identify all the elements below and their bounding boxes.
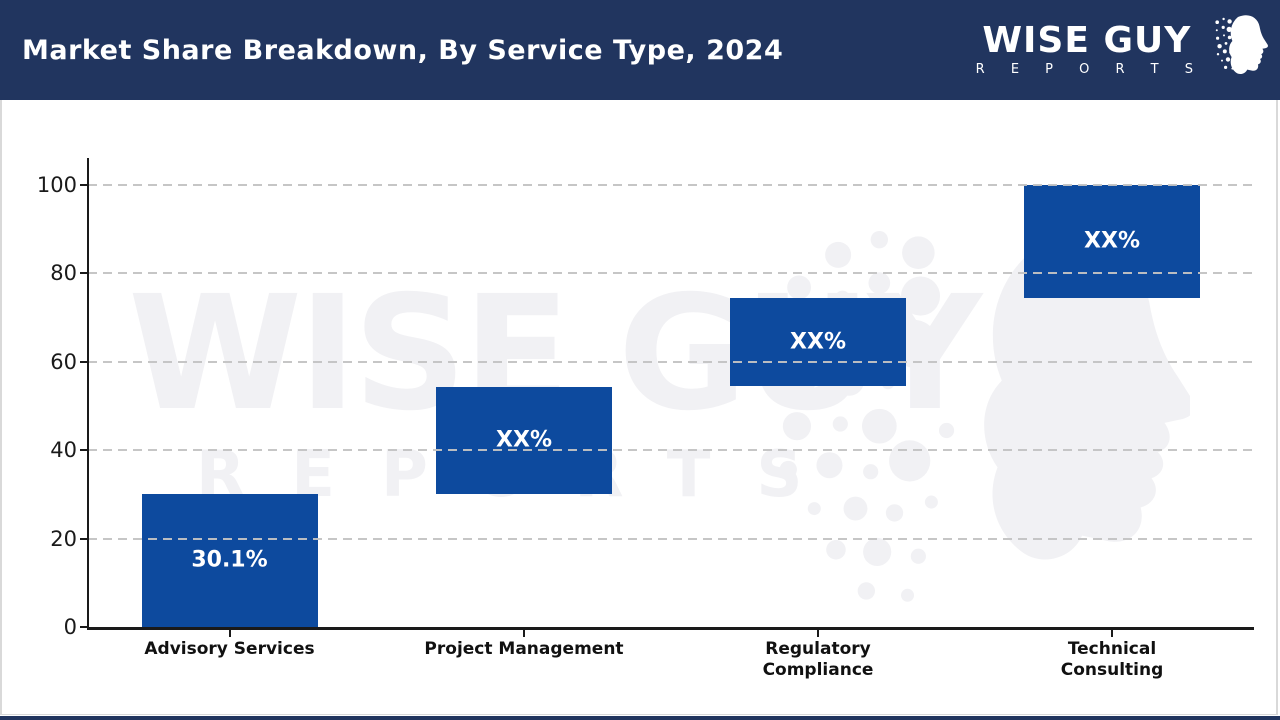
- y-tick-80: [80, 272, 87, 275]
- category-label-technical-consulting: Technical Consulting: [1060, 639, 1164, 680]
- logo-head-icon: [1215, 15, 1268, 74]
- y-tick-40: [80, 449, 87, 452]
- y-tick-0: [80, 626, 87, 628]
- bar-value-label-technical-consulting: XX%: [1084, 228, 1140, 254]
- category-label-advisory-services: Advisory Services: [144, 639, 315, 659]
- x-axis-line: [87, 627, 1254, 630]
- logo-subtitle: R E P O R T S: [975, 62, 1204, 77]
- bar-project-management: [436, 386, 612, 494]
- x-tick-regulatory-compliance: [817, 629, 819, 637]
- y-tick-label-60: 60: [50, 349, 77, 374]
- category-label-regulatory-compliance: Regulatory Compliance: [762, 639, 874, 680]
- y-tick-label-40: 40: [50, 438, 77, 463]
- x-tick-technical-consulting: [1111, 629, 1113, 637]
- footer-accent-bar: [0, 716, 1280, 720]
- gridline-40: [88, 449, 1254, 452]
- bar-advisory-services: [141, 493, 318, 627]
- y-tick-20: [80, 537, 87, 540]
- y-tick-label-0: 0: [63, 615, 77, 639]
- wise-guy-logo: WISE GUY R E P O R T S: [970, 8, 1270, 92]
- x-tick-advisory-services: [228, 629, 231, 637]
- x-tick-project-management: [523, 629, 525, 637]
- logo-text: WISE GUY R E P O R T S: [970, 20, 1204, 78]
- gridline-80: [88, 272, 1254, 275]
- category-label-project-management: Project Management: [424, 639, 624, 659]
- y-tick-label-20: 20: [50, 526, 77, 551]
- y-tick-label-80: 80: [50, 261, 77, 286]
- bar-technical-consulting: [1024, 185, 1200, 298]
- gridline-60: [88, 360, 1254, 363]
- page-title: Market Share Breakdown, By Service Type,…: [22, 34, 784, 66]
- bar-value-label-regulatory-compliance: XX%: [790, 329, 846, 355]
- y-axis-line: [87, 158, 89, 629]
- bar-value-label-project-management: XX%: [496, 427, 552, 453]
- gridline-20: [88, 537, 1254, 540]
- header-bar: Market Share Breakdown, By Service Type,…: [0, 0, 1280, 100]
- y-tick-100: [80, 184, 87, 186]
- y-tick-60: [80, 360, 87, 363]
- bar-regulatory-compliance: [730, 297, 906, 387]
- bar-value-label-advisory-services: 30.1%: [191, 547, 268, 573]
- logo-name: WISE GUY: [982, 20, 1192, 61]
- y-tick-label-100: 100: [36, 173, 77, 197]
- gridline-100: [88, 184, 1254, 186]
